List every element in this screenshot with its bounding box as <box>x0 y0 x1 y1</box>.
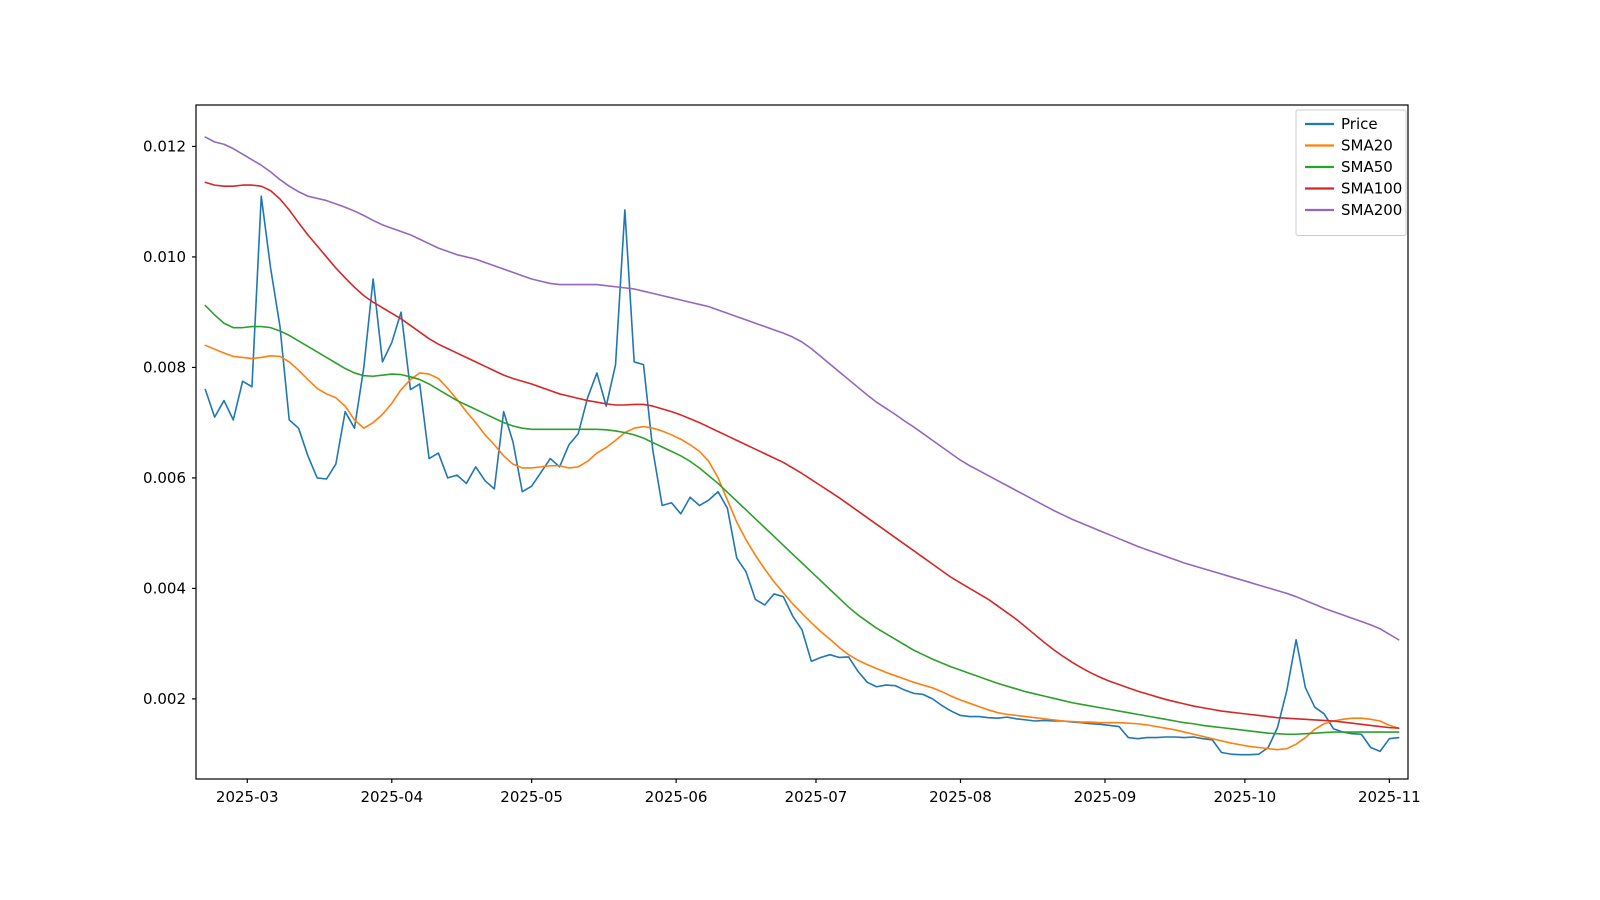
legend-label-sma20[interactable]: SMA20 <box>1341 137 1393 155</box>
series-line-price <box>204 195 1400 756</box>
x-tick-label: 2025-07 <box>785 788 848 806</box>
x-tick-label: 2025-10 <box>1214 788 1277 806</box>
x-tick-label: 2025-04 <box>360 788 423 806</box>
data-series-group <box>204 136 1400 756</box>
y-tick-label: 0.012 <box>143 137 186 155</box>
series-line-sma20 <box>204 344 1400 751</box>
legend-box <box>1295 109 1407 236</box>
y-axis-ticks: 0.002 0.004 0.006 0.008 0.010 0.012 <box>143 137 196 708</box>
y-tick-label: 0.008 <box>143 358 186 376</box>
legend-label-sma50[interactable]: SMA50 <box>1341 158 1393 176</box>
legend-label-sma100[interactable]: SMA100 <box>1341 180 1402 198</box>
x-tick-label: 2025-05 <box>500 788 563 806</box>
x-tick-label: 2025-08 <box>929 788 992 806</box>
y-tick-label: 0.002 <box>143 690 186 708</box>
x-tick-label: 2025-03 <box>216 788 279 806</box>
series-line-sma200 <box>204 136 1400 641</box>
x-tick-label: 2025-11 <box>1358 788 1421 806</box>
y-tick-label: 0.010 <box>143 248 186 266</box>
y-tick-label: 0.006 <box>143 469 186 487</box>
legend-label-price[interactable]: Price <box>1341 115 1378 133</box>
series-line-sma50 <box>204 304 1400 736</box>
y-tick-label: 0.004 <box>143 579 186 597</box>
x-tick-label: 2025-09 <box>1074 788 1137 806</box>
series-line-sma100 <box>204 181 1400 729</box>
legend-label-sma200[interactable]: SMA200 <box>1341 201 1402 219</box>
axes-background <box>196 105 1408 779</box>
axes-spines <box>195 104 1409 780</box>
x-axis-ticks: 2025-03 2025-04 2025-05 2025-06 2025-07 2025-… <box>216 779 1421 806</box>
chart-legend[interactable]: Price SMA20 SMA50 SMA100 SMA200 <box>1295 109 1407 236</box>
x-tick-label: 2025-06 <box>645 788 708 806</box>
